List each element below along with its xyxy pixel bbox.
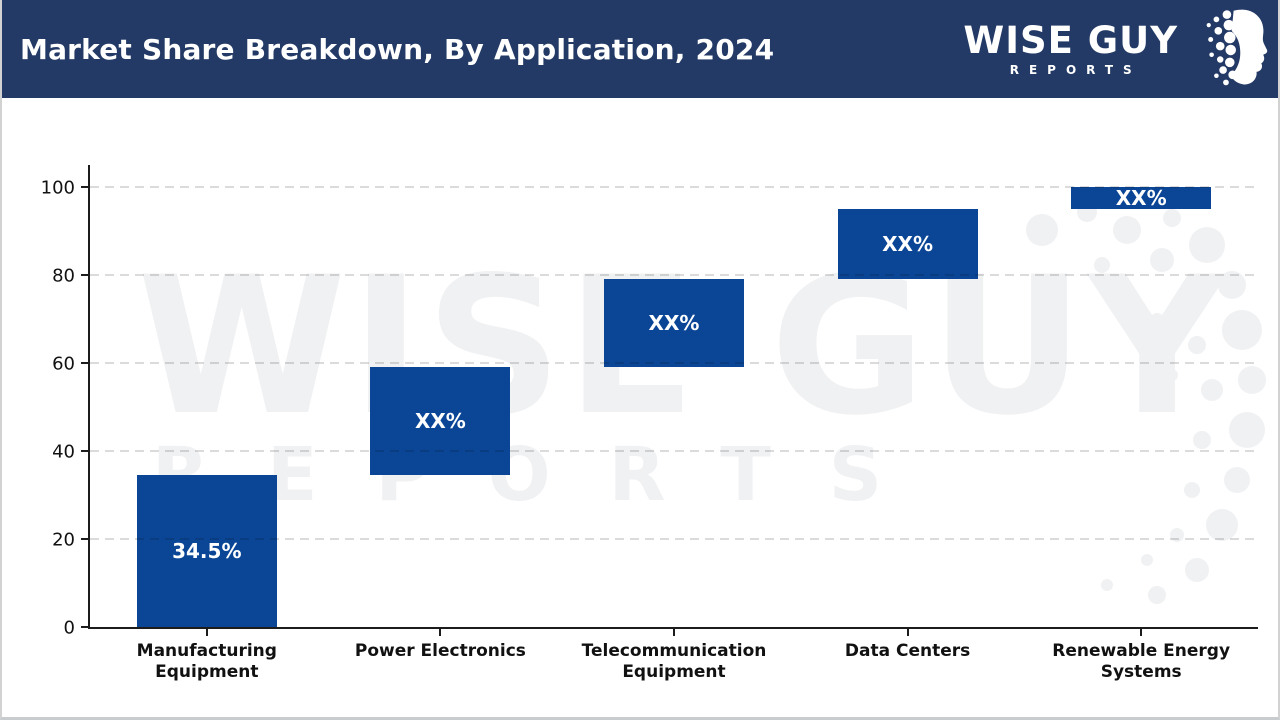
x-category-line: Equipment (622, 662, 726, 682)
y-tick-label: 100 (40, 177, 75, 199)
bar-value-label: XX% (414, 409, 466, 434)
y-tick-label: 0 (63, 617, 75, 639)
bar-value-label: XX% (1115, 186, 1167, 210)
x-category-line: Renewable Energy (1052, 641, 1231, 661)
y-tick-mark (81, 362, 88, 364)
x-tick-mark (1140, 629, 1143, 636)
watermark-head-icon (1026, 202, 1266, 604)
gridline-20 (90, 538, 1258, 540)
waterfall-chart: 0 20 40 60 80 100 34.5% Manufacturing Equipment X… (2, 98, 1278, 717)
y-tick-mark (81, 450, 88, 452)
x-category-line: Power Electronics (354, 641, 526, 661)
x-category-label: Data Centers (778, 641, 1038, 662)
gridline-80 (90, 274, 1258, 276)
bar-value-label: XX% (648, 311, 700, 336)
bar-segment: 34.5% (136, 475, 277, 627)
x-category-line: Manufacturing (136, 641, 277, 661)
y-tick-mark (81, 538, 88, 540)
bar-segment: XX% (837, 209, 978, 280)
x-category-label: Manufacturing Equipment (77, 641, 337, 683)
bar-segment: XX% (1071, 186, 1212, 210)
x-axis-line (88, 627, 1258, 629)
bar-segment: XX% (370, 367, 511, 476)
bar-segment: XX% (604, 279, 744, 368)
x-category-label: Telecommunication Equipment (544, 641, 804, 683)
x-category-label: Renewable Energy Systems (1011, 641, 1271, 683)
x-category-line: Equipment (155, 662, 259, 682)
y-tick-mark (81, 274, 88, 276)
y-tick-mark (81, 186, 88, 188)
logo-text: WISE GUY REPORTS (963, 22, 1178, 76)
x-category-label: Power Electronics (310, 641, 570, 662)
bar-value-label: 34.5% (172, 539, 242, 564)
x-tick-mark (906, 629, 909, 636)
x-tick-mark (205, 629, 208, 636)
y-tick-label: 20 (52, 529, 75, 551)
y-tick-label: 80 (52, 265, 75, 287)
logo-wordmark: WISE GUY (963, 19, 1178, 62)
x-category-line: Data Centers (844, 641, 971, 661)
wise-guy-logo: WISE GUY REPORTS (963, 5, 1278, 93)
page-title: Market Share Breakdown, By Application, … (20, 32, 775, 66)
logo-head-icon (1206, 9, 1268, 86)
logo-subtitle: REPORTS (1009, 63, 1142, 77)
bar-value-label: XX% (882, 232, 934, 257)
x-tick-mark (439, 629, 442, 636)
y-tick-label: 60 (52, 353, 75, 375)
header-bar: Market Share Breakdown, By Application, … (2, 0, 1278, 98)
x-category-line: Telecommunication (581, 641, 767, 661)
gridline-100 (90, 186, 1258, 188)
x-category-line: Systems (1100, 662, 1182, 682)
y-tick-label: 40 (52, 441, 75, 463)
x-tick-mark (673, 629, 675, 636)
gridline-60 (90, 362, 1258, 364)
y-axis-line (88, 165, 90, 629)
gridline-40 (90, 450, 1258, 452)
y-tick-mark (81, 626, 88, 628)
